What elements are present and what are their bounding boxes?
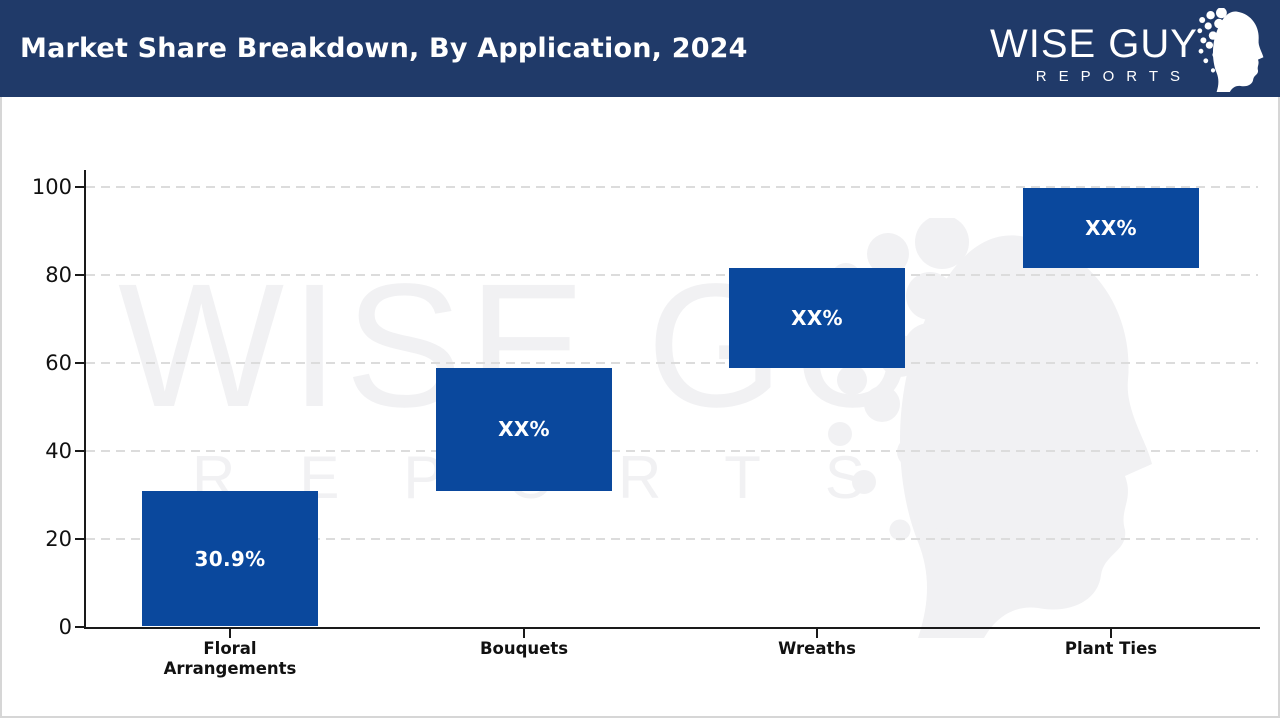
brand-logo-subtext: REPORTS bbox=[1035, 68, 1192, 85]
y-gridline bbox=[86, 185, 1258, 188]
brand-logo-text: WISE GUY bbox=[989, 22, 1198, 66]
x-category-label: Floral Arrangements bbox=[163, 639, 297, 678]
bar: 30.9% bbox=[142, 490, 318, 627]
y-tick-label: 100 bbox=[31, 174, 72, 199]
y-tick-mark bbox=[75, 361, 84, 364]
y-gridline bbox=[86, 537, 1258, 540]
bar: XX% bbox=[1023, 187, 1199, 269]
header-bar: Market Share Breakdown, By Application, … bbox=[0, 0, 1280, 97]
x-tick-mark bbox=[229, 629, 231, 638]
x-category-label: Wreaths bbox=[778, 639, 856, 658]
x-tick-mark bbox=[816, 629, 818, 638]
x-tick-mark bbox=[1110, 629, 1112, 638]
y-tick-mark bbox=[75, 273, 84, 276]
y-tick-label: 0 bbox=[58, 614, 72, 639]
x-category-label: Bouquets bbox=[479, 639, 569, 658]
y-axis-line bbox=[84, 170, 86, 628]
bar-value-label: 30.9% bbox=[194, 546, 266, 571]
bar-value-label: XX% bbox=[791, 306, 843, 331]
x-axis-line bbox=[84, 627, 1260, 629]
brand-logo: WISE GUY REPORTS bbox=[990, 6, 1270, 92]
y-tick-label: 80 bbox=[45, 262, 72, 287]
y-gridline bbox=[86, 273, 1258, 276]
x-category-label: Plant Ties bbox=[1064, 639, 1158, 658]
y-tick-mark bbox=[75, 185, 84, 188]
y-tick-mark bbox=[75, 625, 84, 628]
bar-value-label: XX% bbox=[1085, 216, 1137, 241]
bar: XX% bbox=[729, 268, 905, 369]
chart-frame bbox=[0, 97, 1280, 718]
page-title: Market Share Breakdown, By Application, … bbox=[20, 33, 748, 64]
bar-value-label: XX% bbox=[498, 417, 550, 442]
dotted-head-icon bbox=[1197, 8, 1264, 92]
y-tick-label: 20 bbox=[45, 526, 72, 551]
x-tick-mark bbox=[523, 629, 525, 638]
y-tick-label: 40 bbox=[45, 438, 72, 463]
y-gridline bbox=[86, 361, 1258, 364]
bar: XX% bbox=[436, 368, 612, 491]
y-tick-mark bbox=[75, 537, 84, 540]
y-tick-label: 60 bbox=[45, 350, 72, 375]
y-gridline bbox=[86, 449, 1258, 452]
y-tick-mark bbox=[75, 449, 84, 452]
